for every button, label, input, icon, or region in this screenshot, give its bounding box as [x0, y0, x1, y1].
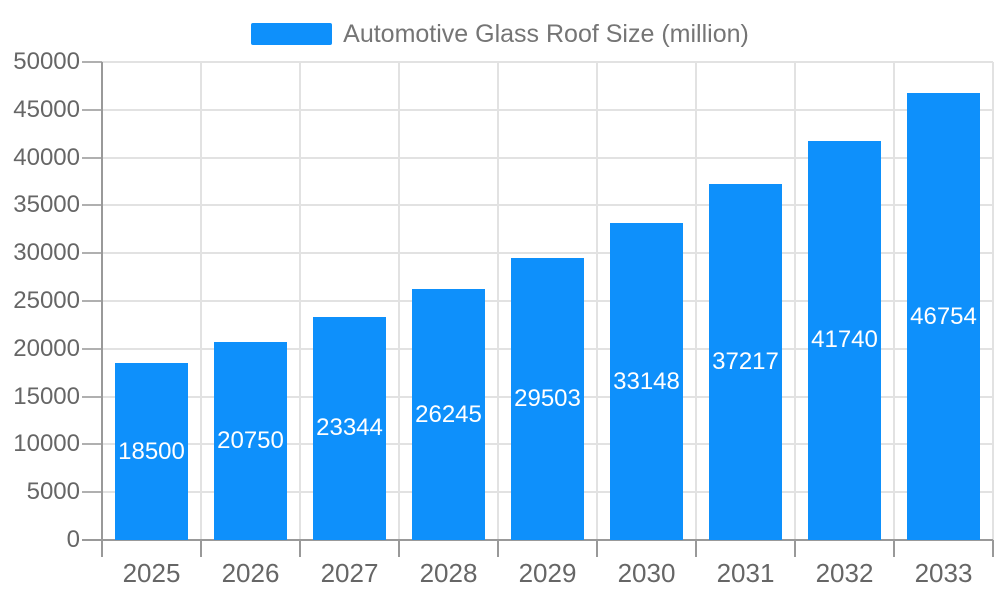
x-axis-label: 2032 — [815, 558, 874, 588]
gridline-horizontal — [102, 156, 993, 159]
bar[interactable]: 20750 — [214, 341, 287, 540]
bar-value-label: 46754 — [910, 302, 977, 330]
bar[interactable]: 41740 — [808, 140, 881, 540]
bar-value-label: 18500 — [118, 437, 185, 465]
gridline-vertical — [596, 62, 598, 540]
y-axis-tick — [82, 300, 102, 302]
gridline-vertical — [299, 62, 301, 540]
gridline-horizontal — [102, 204, 993, 207]
bar[interactable]: 26245 — [412, 289, 485, 540]
bar-value-label: 41740 — [811, 326, 878, 354]
x-axis-label: 2029 — [518, 558, 577, 588]
bar[interactable]: 29503 — [511, 257, 584, 540]
gridline-vertical — [398, 62, 400, 540]
y-axis-line — [101, 62, 103, 557]
gridline-horizontal — [102, 61, 993, 63]
bar-value-label: 20750 — [217, 426, 284, 454]
x-axis-tick — [299, 540, 301, 557]
gridline-vertical — [200, 62, 202, 540]
x-axis-tick — [992, 540, 994, 557]
legend-swatch — [251, 23, 333, 45]
y-axis-tick — [82, 61, 102, 63]
y-axis-label: 20000 — [13, 334, 80, 362]
bar[interactable]: 33148 — [610, 223, 683, 540]
gridline-vertical — [893, 62, 895, 540]
y-axis-label: 35000 — [13, 191, 80, 219]
y-axis-label: 30000 — [13, 239, 80, 267]
y-axis-tick — [82, 108, 102, 111]
bar[interactable]: 23344 — [313, 316, 386, 540]
y-axis-label: 40000 — [13, 143, 80, 171]
x-axis-tick — [200, 540, 202, 557]
y-axis-tick — [82, 204, 102, 207]
y-axis-label: 15000 — [13, 382, 80, 410]
gridline-vertical — [695, 62, 697, 540]
y-axis-tick — [82, 156, 102, 159]
y-axis-label: 10000 — [13, 430, 80, 458]
y-axis-label: 25000 — [13, 287, 80, 314]
y-axis-tick — [82, 491, 102, 494]
x-axis-label: 2028 — [419, 558, 478, 588]
x-axis-tick — [695, 540, 697, 557]
y-axis-tick — [82, 347, 102, 350]
x-axis-tick — [596, 540, 598, 557]
bar[interactable]: 46754 — [907, 93, 980, 540]
x-axis-label: 2031 — [716, 558, 775, 588]
bar-value-label: 33148 — [613, 367, 680, 395]
legend-item[interactable]: Automotive Glass Roof Size (million) — [0, 20, 1000, 48]
bar-value-label: 37217 — [712, 348, 779, 376]
x-axis-label: 2033 — [914, 558, 973, 588]
gridline-vertical — [497, 62, 499, 540]
x-axis-tick — [794, 540, 796, 557]
x-axis-label: 2027 — [320, 558, 379, 588]
x-axis-label: 2026 — [221, 558, 280, 588]
bar[interactable]: 18500 — [115, 363, 188, 540]
y-axis-label: 45000 — [13, 95, 80, 123]
y-axis-label: 50000 — [13, 48, 80, 75]
x-axis-label: 2030 — [617, 558, 676, 588]
bar-value-label: 23344 — [316, 414, 383, 442]
y-axis-label: 0 — [66, 526, 80, 553]
x-axis-tick — [398, 540, 400, 557]
x-axis-line — [82, 539, 993, 541]
y-axis-tick — [82, 443, 102, 446]
y-axis-tick — [82, 395, 102, 398]
x-axis-label: 2025 — [122, 558, 181, 588]
bar-value-label: 29503 — [514, 384, 581, 412]
gridline-vertical — [794, 62, 796, 540]
x-axis-tick — [497, 540, 499, 557]
gridline-horizontal — [102, 252, 993, 255]
y-axis-label: 5000 — [26, 478, 80, 506]
x-axis-tick — [893, 540, 895, 557]
y-axis-tick — [82, 252, 102, 255]
legend-label: Automotive Glass Roof Size (million) — [343, 20, 749, 48]
gridline-vertical — [992, 62, 994, 540]
gridline-horizontal — [102, 108, 993, 111]
bar[interactable]: 37217 — [709, 184, 782, 540]
bar-value-label: 26245 — [415, 400, 482, 428]
